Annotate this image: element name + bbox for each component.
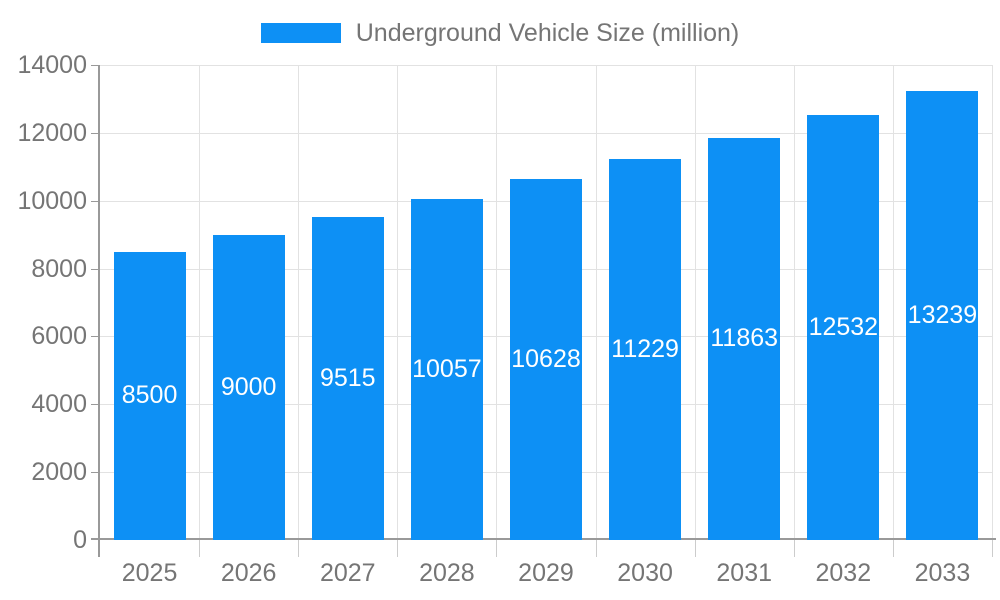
x-axis-label: 2025: [121, 559, 178, 587]
gridline-vertical: [793, 65, 795, 540]
bar[interactable]: 10057: [410, 198, 483, 540]
legend-swatch: [260, 23, 341, 43]
y-axis-label: 6000: [31, 322, 87, 351]
x-axis-tick: [298, 540, 300, 557]
y-axis-label: 4000: [31, 390, 87, 419]
x-axis-tick: [397, 540, 399, 557]
x-axis-label: 2027: [319, 559, 376, 587]
y-axis-line: [98, 65, 100, 557]
bar-value-label: 13239: [907, 300, 978, 329]
bar[interactable]: 11863: [708, 137, 781, 540]
y-axis-tick: [91, 336, 100, 338]
x-axis-tick: [199, 540, 201, 557]
gridline-vertical: [694, 65, 696, 540]
x-axis-label: 2028: [419, 559, 475, 587]
gridline-vertical: [892, 65, 894, 540]
bar[interactable]: 10628: [510, 179, 582, 540]
gridline-vertical: [595, 65, 597, 540]
y-axis-label: 0: [73, 526, 87, 554]
legend[interactable]: Underground Vehicle Size (million): [0, 19, 1000, 47]
y-axis-tick: [91, 268, 100, 270]
x-axis-label: 2031: [716, 559, 773, 587]
bar-value-label: 10628: [511, 345, 581, 374]
y-axis-label: 14000: [17, 51, 87, 79]
y-axis-tick: [91, 200, 100, 202]
bar-value-label: 10057: [412, 354, 482, 383]
gridline-horizontal: [100, 132, 992, 134]
y-axis-tick: [91, 404, 100, 406]
x-axis-label: 2033: [914, 559, 971, 587]
bar[interactable]: 11229: [609, 159, 682, 540]
x-axis-tick: [694, 540, 696, 557]
y-axis-tick: [91, 472, 100, 474]
y-axis-label: 12000: [17, 118, 87, 147]
gridline-vertical: [397, 65, 399, 540]
bar-value-label: 9000: [220, 372, 277, 401]
y-axis-tick: [91, 132, 100, 134]
y-axis-label: 2000: [31, 458, 87, 487]
x-axis-tick: [496, 540, 498, 557]
gridline-vertical: [199, 65, 201, 540]
bar[interactable]: 8500: [113, 251, 186, 540]
gridline-vertical: [298, 65, 300, 540]
y-axis-tick: [91, 65, 100, 66]
bar-value-label: 11863: [710, 324, 779, 353]
bar-value-label: 9515: [319, 364, 376, 393]
x-axis-tick: [595, 540, 597, 557]
gridline-vertical: [496, 65, 498, 540]
y-axis-label: 10000: [17, 186, 87, 215]
y-axis-label: 8000: [31, 254, 87, 283]
x-axis-label: 2030: [617, 559, 673, 587]
legend-label: Underground Vehicle Size (million): [355, 19, 740, 47]
gridline-horizontal: [100, 65, 992, 66]
bar[interactable]: 12532: [807, 114, 880, 540]
bar[interactable]: 9000: [212, 234, 285, 540]
x-axis-tick: [793, 540, 795, 557]
x-axis-label: 2029: [518, 559, 574, 587]
bar[interactable]: 9515: [311, 217, 384, 540]
bar-value-label: 12532: [808, 312, 879, 341]
x-axis-tick: [992, 540, 993, 557]
x-axis-tick: [892, 540, 894, 557]
x-axis-label: 2026: [220, 559, 277, 587]
gridline-vertical: [992, 65, 993, 540]
bar-value-label: 11229: [611, 335, 679, 363]
bar-value-label: 8500: [121, 381, 178, 410]
bar[interactable]: 13239: [906, 90, 979, 540]
x-axis-label: 2032: [815, 559, 872, 587]
